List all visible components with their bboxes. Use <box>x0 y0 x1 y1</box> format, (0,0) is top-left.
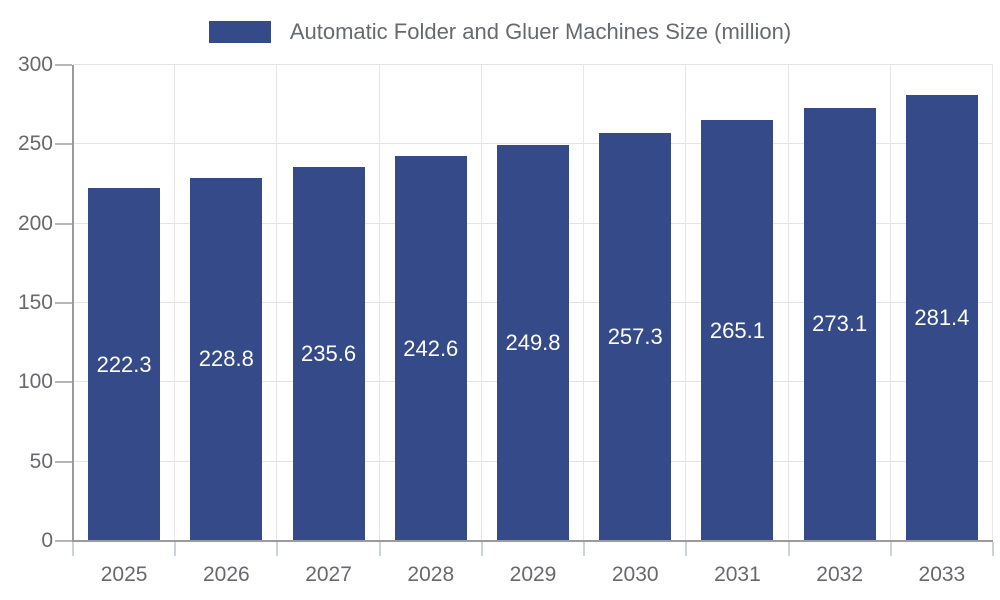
x-axis-tick <box>378 542 381 556</box>
x-axis-label-2025: 2025 <box>100 563 148 586</box>
h-gridline-300 <box>73 64 993 65</box>
v-gridline <box>583 65 585 541</box>
bar-value-label: 257.3 <box>607 323 663 349</box>
x-axis-label-2030: 2030 <box>611 563 659 586</box>
y-axis-label-200: 200 <box>17 211 53 235</box>
v-gridline <box>787 65 789 541</box>
v-gridline <box>276 65 278 541</box>
x-axis-label-2026: 2026 <box>202 563 250 586</box>
y-axis-line <box>72 65 74 542</box>
x-axis-tick <box>992 542 994 556</box>
y-axis-tick <box>55 64 72 66</box>
y-axis-tick <box>55 460 72 463</box>
bar-value-label: 235.6 <box>301 341 357 367</box>
bar-value-label: 249.8 <box>505 329 561 355</box>
v-gridline <box>378 65 380 541</box>
y-axis-tick <box>55 222 72 225</box>
x-axis-label-2031: 2031 <box>714 563 761 586</box>
y-axis-tick <box>55 540 72 542</box>
x-axis-tick <box>276 542 279 556</box>
bar-2029[interactable]: 249.8 <box>497 144 569 541</box>
x-axis-tick <box>480 542 483 556</box>
y-axis-label-300: 300 <box>17 53 53 76</box>
legend-item[interactable]: Automatic Folder and Gluer Machines Size… <box>0 19 1000 45</box>
bar-value-label: 265.1 <box>709 317 765 343</box>
bar-2032[interactable]: 273.1 <box>803 107 876 541</box>
x-axis-line <box>55 540 993 542</box>
x-axis-tick <box>889 542 892 556</box>
x-axis-tick <box>72 542 74 556</box>
plot-area: 222.3 228.8 235.6 242.6 249.8 257.3 265.1 273.1… <box>73 64 993 541</box>
y-axis-label-50: 50 <box>29 449 53 473</box>
legend-swatch <box>208 21 271 43</box>
bar-2027[interactable]: 235.6 <box>292 167 365 541</box>
y-axis-label-250: 250 <box>17 132 53 156</box>
bar-2033[interactable]: 281.4 <box>905 94 978 541</box>
y-axis-label-100: 100 <box>17 370 53 394</box>
h-gridline-250 <box>73 143 993 145</box>
y-axis-label-0: 0 <box>41 529 53 552</box>
x-axis-tick <box>174 542 177 556</box>
v-gridline <box>685 65 687 541</box>
bar-value-label: 273.1 <box>812 311 868 337</box>
legend-label: Automatic Folder and Gluer Machines Size… <box>289 19 792 44</box>
y-axis-tick <box>55 143 72 146</box>
y-axis-tick <box>55 381 72 384</box>
bar-value-label: 281.4 <box>914 304 970 330</box>
bar-value-label: 222.3 <box>96 351 152 377</box>
bar-2030[interactable]: 257.3 <box>599 132 672 541</box>
x-axis-tick <box>583 542 586 556</box>
x-axis-label-2029: 2029 <box>509 563 557 586</box>
v-gridline <box>480 65 482 541</box>
x-axis-tick <box>787 542 790 556</box>
bar-2031[interactable]: 265.1 <box>701 120 774 541</box>
v-gridline <box>992 65 993 541</box>
y-axis-label-150: 150 <box>17 291 53 314</box>
x-axis-label-2027: 2027 <box>305 563 352 586</box>
bar-2025[interactable]: 222.3 <box>88 188 161 541</box>
bar-2028[interactable]: 242.6 <box>394 156 467 541</box>
y-axis-tick <box>55 302 72 304</box>
v-gridline <box>889 65 891 541</box>
x-axis-tick <box>685 542 688 556</box>
bar-value-label: 228.8 <box>198 346 254 372</box>
x-axis-label-2028: 2028 <box>407 563 455 586</box>
x-axis-label-2033: 2033 <box>918 563 966 586</box>
v-gridline <box>174 65 176 541</box>
bar-value-label: 242.6 <box>403 335 459 361</box>
bar-2026[interactable]: 228.8 <box>190 177 263 541</box>
x-axis-label-2032: 2032 <box>816 563 864 586</box>
